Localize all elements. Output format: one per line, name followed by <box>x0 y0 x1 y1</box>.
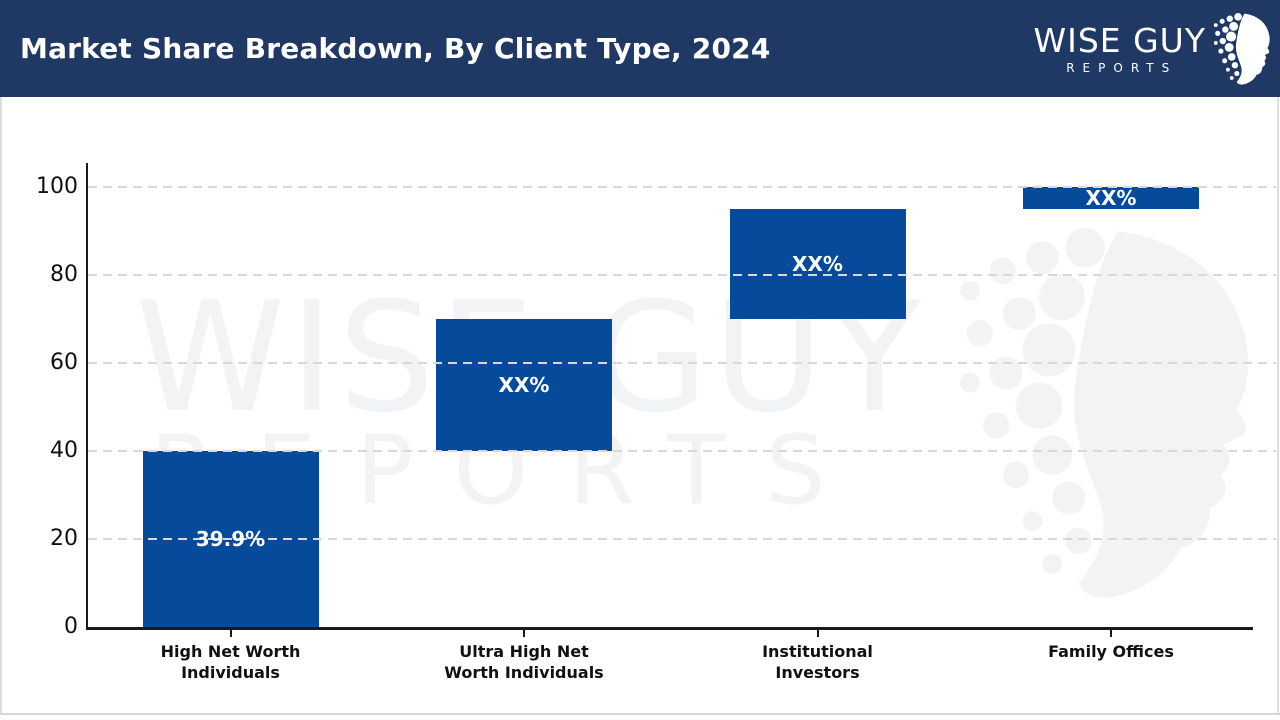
gridline <box>88 538 1276 540</box>
category-label-line: Investors <box>775 663 860 682</box>
left-page-edge <box>0 97 2 714</box>
category-label-line: Institutional <box>762 642 873 661</box>
y-axis-line <box>86 163 88 630</box>
x-tick <box>1110 629 1112 637</box>
header-bar: Market Share Breakdown, By Client Type, … <box>0 0 1280 97</box>
category-label-line: Worth Individuals <box>444 663 604 682</box>
category-label: Institutional Investors <box>673 641 963 683</box>
wiseguy-logo: WISE GUY REPORTS <box>1033 6 1272 92</box>
bar-value-label: XX% <box>792 252 843 276</box>
category-label: Family Offices <box>966 641 1256 662</box>
category-label-line: Family Offices <box>1048 642 1174 661</box>
right-page-edge <box>1277 97 1279 714</box>
y-tick-label: 0 <box>64 614 78 639</box>
gridline <box>88 274 1276 276</box>
logo-text: WISE GUY REPORTS <box>1033 24 1206 75</box>
x-tick <box>523 629 525 637</box>
logo-wordmark: WISE GUY <box>1033 20 1206 60</box>
y-tick-label: 20 <box>50 526 78 551</box>
logo-subtitle: REPORTS <box>1066 60 1178 75</box>
category-label: High Net Worth Individuals <box>86 641 376 683</box>
x-axis-line <box>86 627 1253 630</box>
x-tick <box>816 629 819 637</box>
category-label-line: Ultra High Net <box>459 642 589 661</box>
y-tick-label: 40 <box>50 438 78 463</box>
y-tick-label: 100 <box>36 174 78 199</box>
x-tick <box>229 629 232 637</box>
gridline <box>88 450 1276 452</box>
bar-value-label: 39.9% <box>195 527 266 551</box>
bar <box>436 319 612 451</box>
y-tick-label: 80 <box>50 262 78 287</box>
page-title: Market Share Breakdown, By Client Type, … <box>20 32 771 65</box>
bar-value-label: XX% <box>1085 186 1137 210</box>
y-tick-label: 60 <box>50 350 78 375</box>
bottom-rule <box>0 713 1280 715</box>
category-label-line: High Net Worth <box>160 642 301 661</box>
bar-value-label: XX% <box>498 373 550 397</box>
bar <box>1023 187 1199 209</box>
bar <box>729 209 906 319</box>
gridline <box>88 362 1276 364</box>
gridline <box>88 186 1276 188</box>
category-label: Ultra High Net Worth Individuals <box>379 641 669 683</box>
category-label-line: Individuals <box>181 663 280 682</box>
